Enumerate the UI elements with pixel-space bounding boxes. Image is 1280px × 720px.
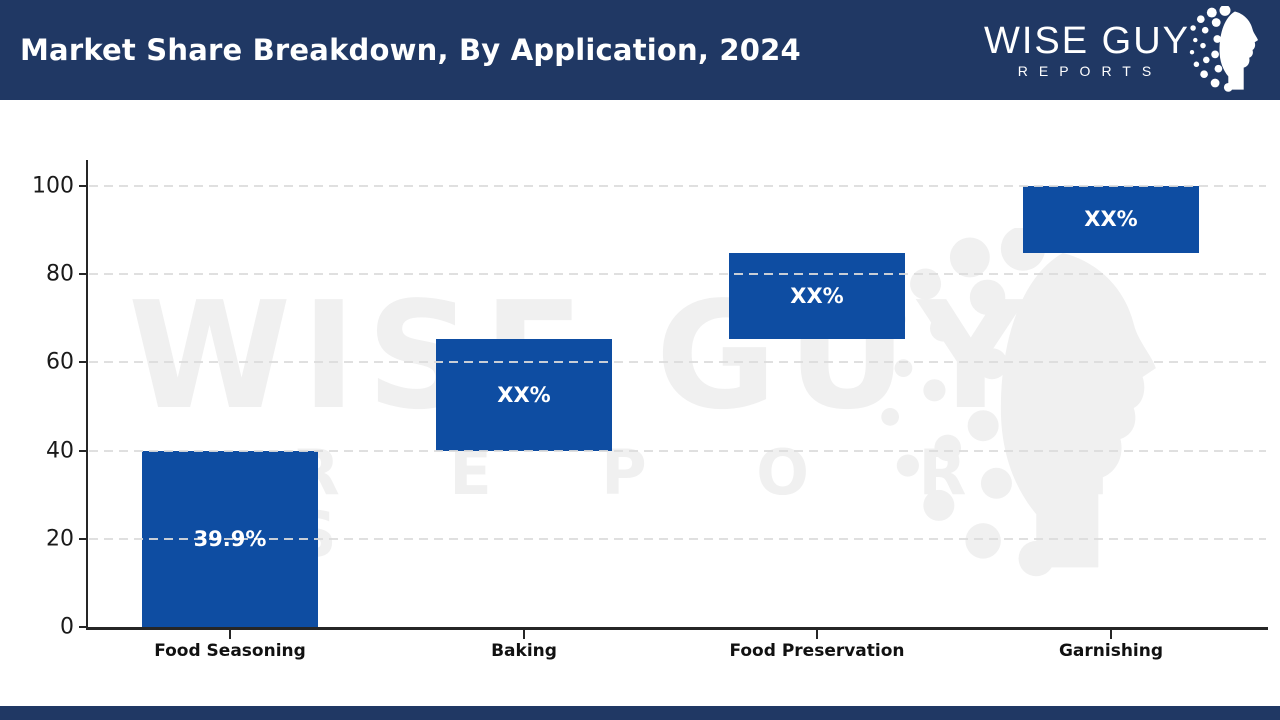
y-axis-tick	[79, 185, 88, 187]
y-axis-tick-label: 0	[60, 614, 74, 640]
y-axis-tick	[79, 361, 88, 364]
page-title: Market Share Breakdown, By Application, …	[20, 33, 801, 67]
x-axis-category-label: Food Preservation	[729, 641, 905, 661]
y-axis-tick	[79, 537, 88, 540]
x-axis-tick	[523, 630, 525, 639]
x-axis-category-label: Garnishing	[1058, 641, 1164, 661]
bar-value-label: XX%	[497, 382, 551, 407]
x-axis-tick	[1110, 630, 1112, 639]
brand-logo: WISE GUY REPORTS	[984, 6, 1280, 94]
x-axis-category-label: Food Seasoning	[154, 641, 306, 661]
header-bar: Market Share Breakdown, By Application, …	[0, 0, 1280, 100]
x-axis-line	[86, 627, 1268, 630]
bar-garnishing	[1023, 186, 1199, 253]
y-axis-line	[86, 160, 88, 629]
x-axis-category-label: Baking	[491, 641, 557, 661]
brand-subtitle: REPORTS	[1017, 62, 1163, 79]
brand-head-icon	[1184, 6, 1266, 94]
y-axis-tick-label: 20	[46, 526, 74, 552]
y-axis-tick-label: 100	[32, 173, 74, 199]
y-axis-tick	[79, 273, 88, 276]
watermark-text-line2: R E P O R T S	[292, 436, 1163, 571]
bar-value-label: XX%	[1084, 207, 1138, 232]
x-axis-tick	[229, 630, 231, 639]
footer-bar	[0, 706, 1280, 720]
bar-value-label: 39.9%	[193, 527, 267, 552]
x-axis-tick	[816, 630, 818, 639]
y-axis-tick-label: 60	[46, 349, 74, 375]
y-axis-tick	[79, 626, 88, 628]
bar-food-preservation	[729, 252, 905, 339]
gridline-20	[89, 537, 1266, 540]
gridline-100	[89, 185, 1266, 187]
gridline-40	[89, 449, 1266, 452]
bar-value-label: XX%	[790, 283, 844, 308]
brand-name: WISE GUY	[983, 19, 1190, 62]
gridline-80	[89, 273, 1266, 276]
bar-baking	[436, 338, 612, 452]
y-axis-tick	[79, 449, 88, 452]
y-axis-tick-label: 40	[46, 438, 74, 464]
gridline-60	[89, 361, 1266, 364]
y-axis-tick-label: 80	[46, 261, 74, 287]
brand-logo-text: WISE GUY REPORTS	[984, 22, 1190, 79]
